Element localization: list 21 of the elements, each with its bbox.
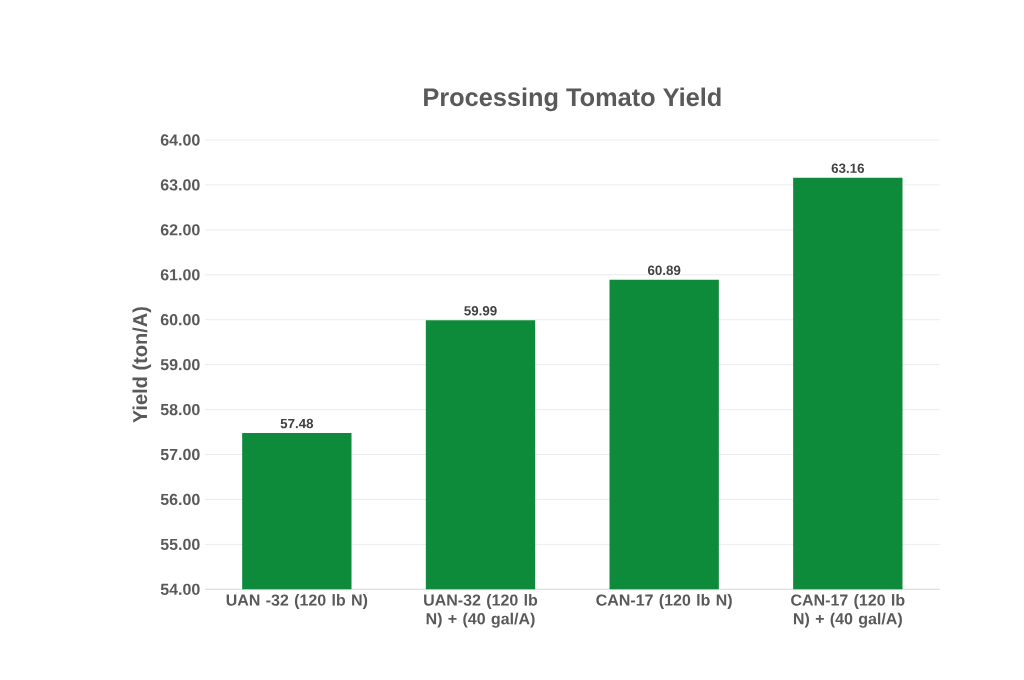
data-label: 59.99: [464, 306, 497, 316]
y-tick-label: 62.00: [160, 224, 200, 236]
y-tick-label: 64.00: [160, 134, 200, 146]
x-tick-label: UAN -32 (120 lb N): [226, 594, 368, 609]
data-label: 60.89: [647, 265, 681, 276]
x-tick-label: CAN-17 (120 lb N): [596, 594, 732, 609]
chart-title: Processing Tomato Yield: [424, 87, 721, 112]
y-tick-label: 63.00: [160, 179, 200, 191]
x-tick-label: UAN-32 (120 lb N) + (40 gal/A): [424, 594, 538, 628]
x-tick-label: CAN-17 (120 lb N) + (40 gal/A): [791, 594, 905, 628]
y-tick-label: 54.00: [160, 583, 200, 595]
y-tick-label: 58.00: [160, 403, 200, 416]
y-tick-label: 56.00: [160, 493, 200, 506]
y-tick-label: 57.00: [160, 448, 200, 461]
y-tick-label: 59.00: [160, 358, 200, 371]
data-label: 63.16: [831, 163, 865, 174]
y-axis-title: Yield (ton/A): [132, 307, 152, 423]
y-tick-label: 61.00: [160, 269, 200, 281]
data-label: 57.48: [280, 418, 314, 429]
y-tick-label: 60.00: [160, 314, 200, 326]
y-tick-label: 55.00: [160, 538, 200, 551]
